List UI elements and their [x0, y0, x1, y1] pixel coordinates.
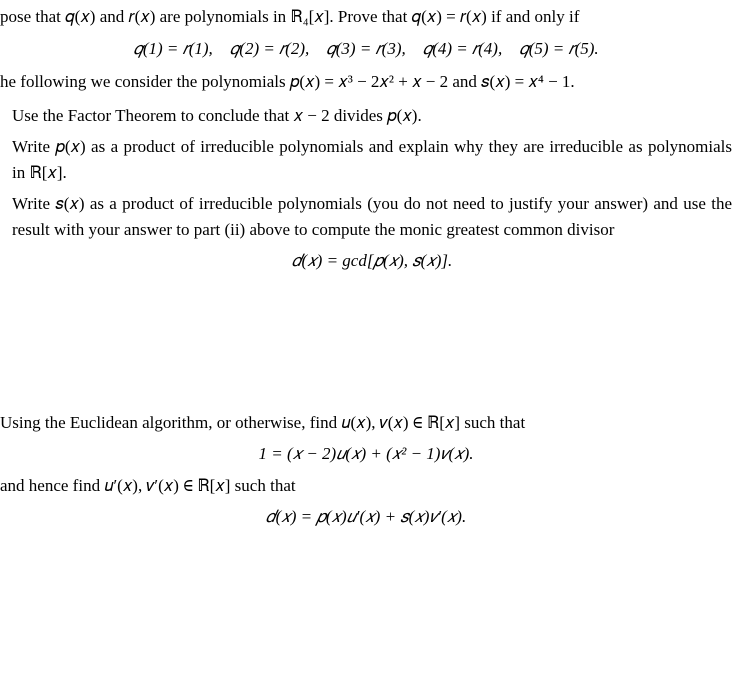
problem-a: pose that 𝑞(𝑥) and 𝑟(𝑥) are polynomials … — [0, 4, 732, 61]
text-line: pose that 𝑞(𝑥) and 𝑟(𝑥) are polynomials … — [0, 4, 732, 30]
list-item-iii: Write 𝑠(𝑥) as a product of irreducible p… — [0, 191, 732, 274]
problem-b-intro: he following we consider the polynomials… — [0, 69, 732, 95]
text-line: he following we consider the polynomials… — [0, 69, 732, 95]
equation-display: 1 = (𝑥 − 2)𝑢(𝑥) + (𝑥² − 1)𝑣(𝑥). — [0, 441, 732, 467]
equation-display: 𝑞(1) = 𝑟(1), 𝑞(2) = 𝑟(2), 𝑞(3) = 𝑟(3), 𝑞… — [0, 36, 732, 62]
text-line: Using the Euclidean algorithm, or otherw… — [0, 410, 732, 436]
list-item-i: Use the Factor Theorem to conclude that … — [0, 103, 732, 129]
vertical-gap — [0, 280, 732, 410]
math-problem-page: pose that 𝑞(𝑥) and 𝑟(𝑥) are polynomials … — [0, 0, 752, 542]
equation-display: 𝑑(𝑥) = gcd[𝑝(𝑥), 𝑠(𝑥)]. — [12, 248, 732, 274]
text-line: and hence find 𝑢′(𝑥), 𝑣′(𝑥) ∈ ℝ[𝑥] such … — [0, 473, 732, 499]
equation-display: 𝑑(𝑥) = 𝑝(𝑥)𝑢′(𝑥) + 𝑠(𝑥)𝑣′(𝑥). — [0, 504, 732, 530]
list-item-ii: Write 𝑝(𝑥) as a product of irreducible p… — [0, 134, 732, 185]
list-item-text: Write 𝑠(𝑥) as a product of irreducible p… — [12, 194, 732, 239]
problem-c: Using the Euclidean algorithm, or otherw… — [0, 410, 732, 530]
